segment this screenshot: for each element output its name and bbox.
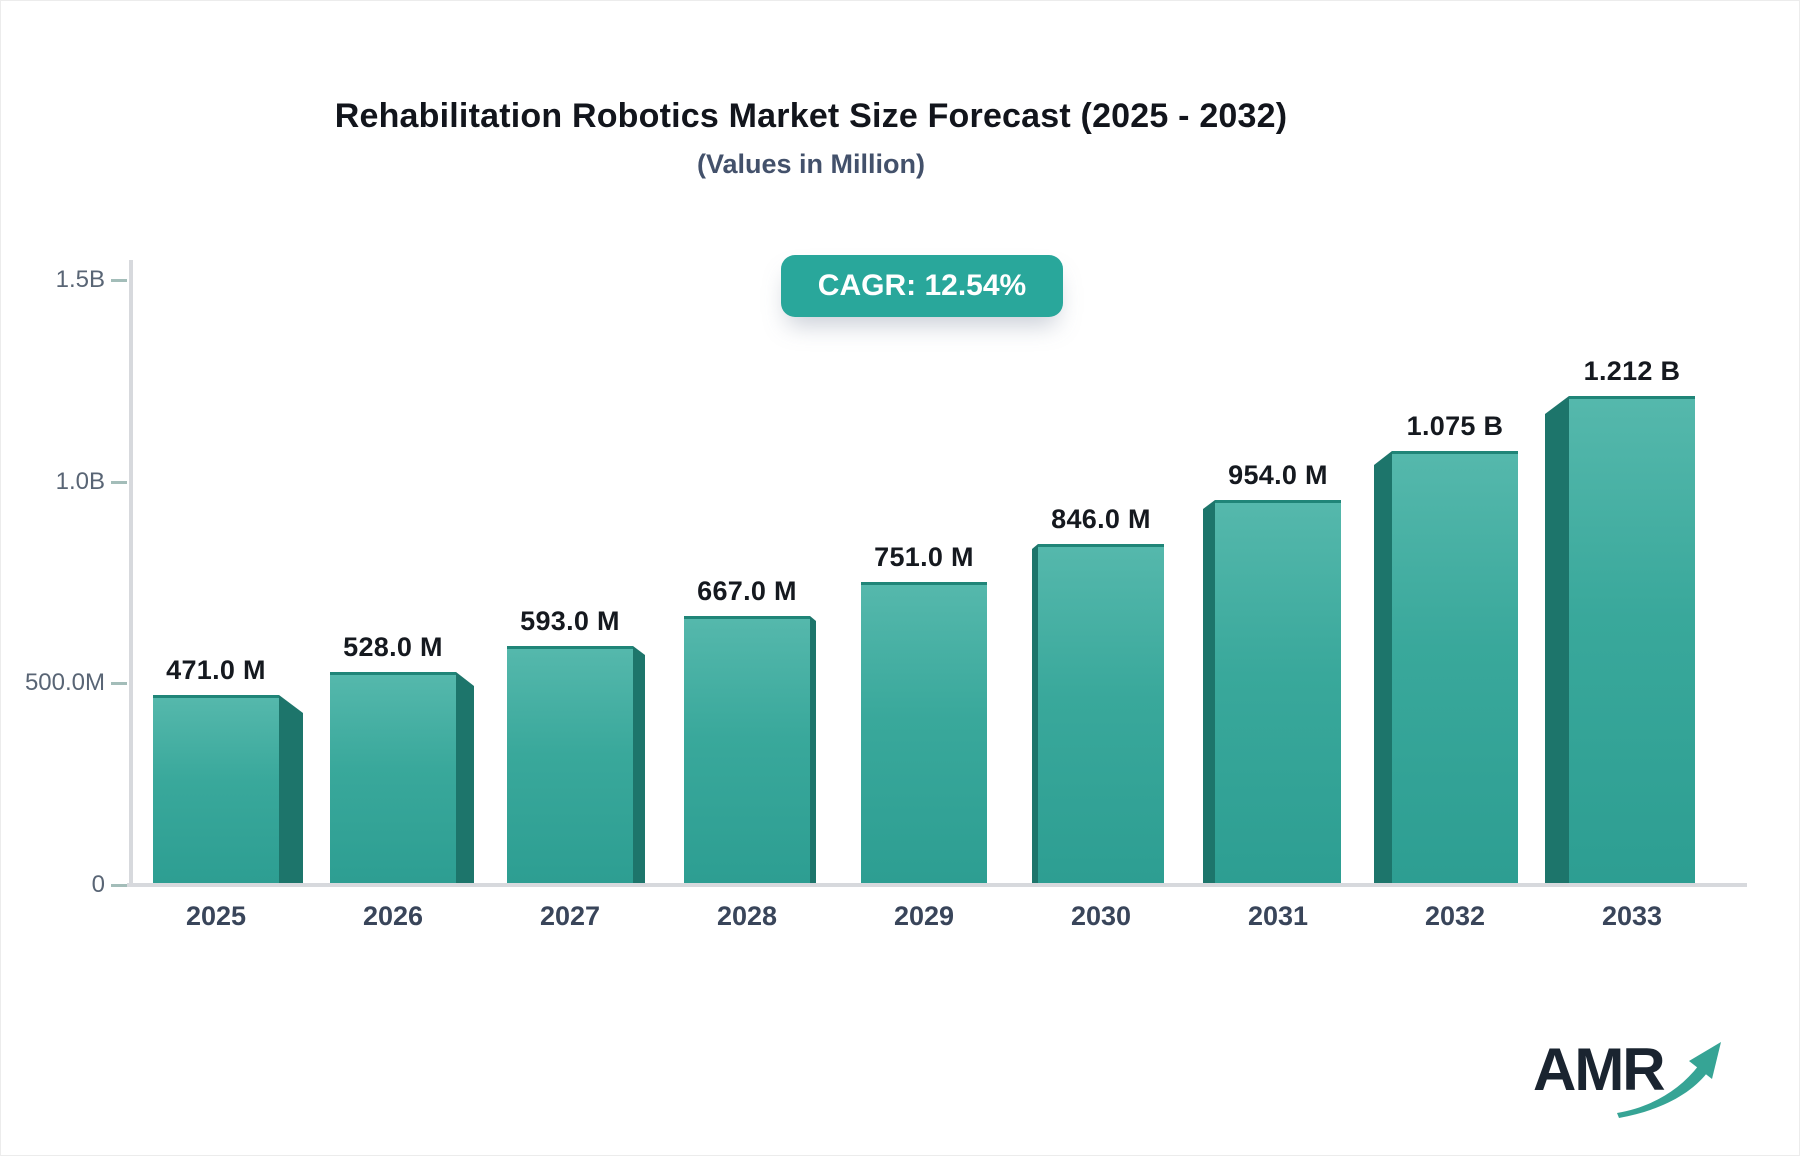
- x-axis-tick-label: 2030: [1070, 901, 1132, 931]
- y-axis-line: [129, 260, 133, 885]
- x-axis-line: [127, 883, 1747, 887]
- amr-logo-text: AMR: [1533, 1036, 1666, 1103]
- bar-3d-side: [1032, 544, 1038, 884]
- bar: [507, 646, 633, 884]
- x-axis-tick-label: 2029: [893, 901, 955, 931]
- chart-subtitle: (Values in Million): [696, 149, 926, 179]
- bar-3d-side: [633, 646, 645, 884]
- bar-3d-side: [1374, 451, 1392, 884]
- growth-arrow-icon: [1617, 1042, 1721, 1118]
- chart-title: Rehabilitation Robotics Market Size Fore…: [334, 97, 1288, 135]
- bar-value-label: 846.0 M: [1051, 504, 1151, 534]
- bar-value-label: 1.075 B: [1406, 411, 1504, 441]
- y-axis-tick: [111, 682, 127, 686]
- amr-logo: AMR: [1533, 1035, 1733, 1118]
- y-axis-tick: [111, 480, 127, 484]
- bar: [153, 695, 279, 884]
- y-axis-tick: [111, 279, 127, 282]
- cagr-badge: CAGR: 12.54%: [781, 255, 1063, 317]
- x-axis-tick-label: 2031: [1247, 901, 1309, 931]
- bar-value-label: 593.0 M: [520, 606, 620, 636]
- x-axis-tick-label: 2032: [1424, 901, 1486, 931]
- bar: [1392, 451, 1518, 884]
- bar-value-label: 471.0 M: [166, 655, 266, 685]
- bar-3d-side: [810, 616, 816, 884]
- bar-value-label: 667.0 M: [697, 576, 797, 606]
- bar: [861, 582, 987, 884]
- x-axis-tick-label: 2026: [362, 901, 424, 931]
- y-axis-tick-label: 0: [91, 871, 105, 898]
- bar: [1569, 396, 1695, 884]
- bar: [330, 672, 456, 884]
- y-axis-tick-label: 1.5B: [55, 266, 105, 293]
- bar: [1038, 544, 1164, 884]
- bar-value-label: 1.212 B: [1583, 356, 1681, 386]
- bar-3d-side: [456, 672, 474, 884]
- bar: [1215, 500, 1341, 884]
- bar-3d-side: [279, 695, 303, 884]
- x-axis-tick-label: 2027: [539, 901, 601, 931]
- y-axis-tick-label: 500.0M: [24, 669, 105, 697]
- y-axis-tick: [111, 884, 127, 887]
- x-axis-tick-label: 2025: [185, 901, 247, 931]
- bar-value-label: 528.0 M: [343, 632, 443, 662]
- y-axis-tick-label: 1.0B: [55, 467, 105, 495]
- bar: [684, 616, 810, 884]
- bar-3d-side: [1203, 500, 1215, 884]
- x-axis-tick-label: 2028: [716, 901, 778, 931]
- bar-value-label: 751.0 M: [874, 542, 974, 572]
- x-axis-tick-label: 2033: [1601, 901, 1663, 931]
- bar-3d-side: [1545, 396, 1569, 884]
- bar-value-label: 954.0 M: [1228, 460, 1328, 490]
